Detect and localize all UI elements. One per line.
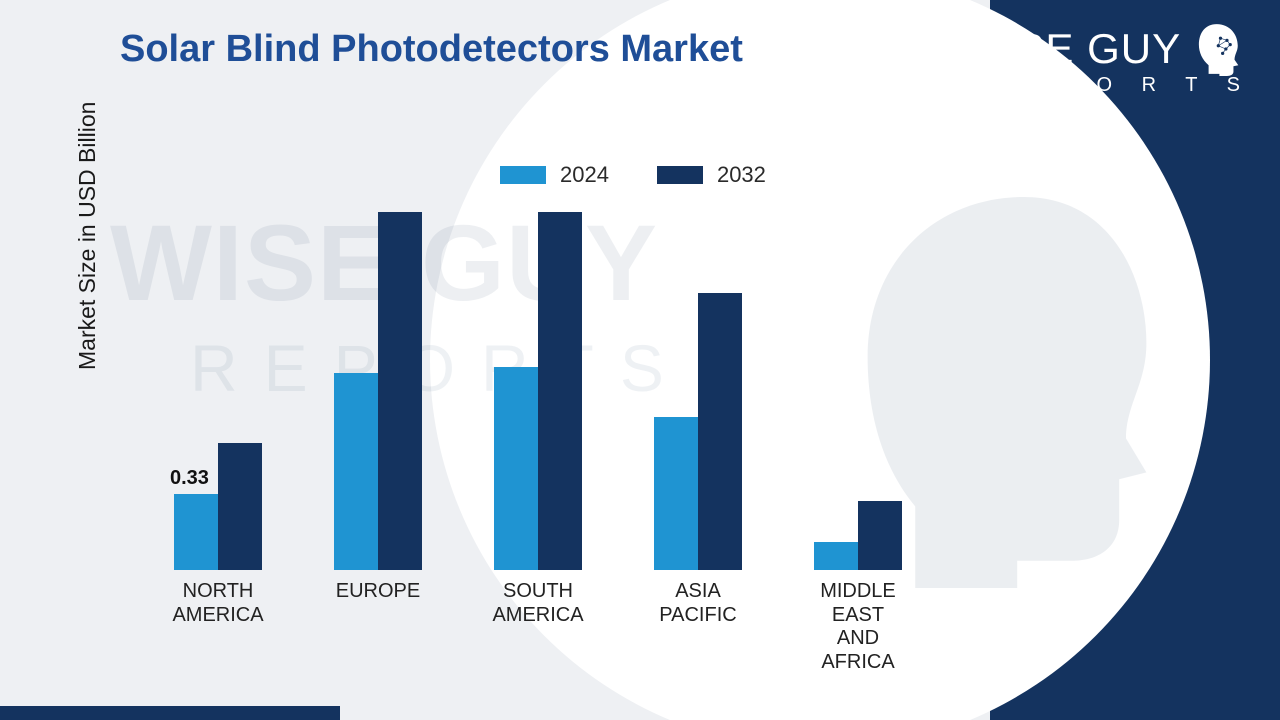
bar-2024 xyxy=(654,417,698,570)
bar-2024 xyxy=(814,542,858,570)
bar-2032 xyxy=(218,443,262,570)
bar-2032 xyxy=(538,212,582,570)
legend-swatch-2024 xyxy=(500,166,546,184)
category-label: SOUTHAMERICA xyxy=(458,570,618,627)
bar-group: ASIAPACIFIC xyxy=(618,200,778,570)
bar-2032 xyxy=(698,293,742,571)
category-label: NORTHAMERICA xyxy=(138,570,298,627)
category-label: ASIAPACIFIC xyxy=(618,570,778,627)
bar-2024 xyxy=(494,367,538,571)
bar-2024 xyxy=(334,373,378,570)
bar-group: 0.33NORTHAMERICA xyxy=(138,200,298,570)
chart-area: WISE GUY REPORTS Solar Blind Photodetect… xyxy=(30,0,990,720)
plot-region: 0.33NORTHAMERICAEUROPESOUTHAMERICAASIAPA… xyxy=(138,200,938,570)
brand-logo: WISE GUY R E P O R T S xyxy=(963,22,1252,97)
legend-label-2032: 2032 xyxy=(717,162,766,188)
brand-text-1: WISE GUY xyxy=(963,25,1181,73)
brand-line1: WISE GUY xyxy=(963,22,1252,76)
bar-group: MIDDLEEASTANDAFRICA xyxy=(778,200,938,570)
legend: 2024 2032 xyxy=(500,162,766,188)
brand-line2: R E P O R T S xyxy=(963,74,1252,97)
legend-swatch-2032 xyxy=(657,166,703,184)
y-axis-label: Market Size in USD Billion xyxy=(74,102,101,370)
bar-value-label: 0.33 xyxy=(170,467,209,490)
legend-item-2024: 2024 xyxy=(500,162,609,188)
category-label: MIDDLEEASTANDAFRICA xyxy=(778,570,938,674)
legend-label-2024: 2024 xyxy=(560,162,609,188)
bar-2032 xyxy=(858,501,902,570)
category-label: EUROPE xyxy=(298,570,458,604)
chart-title: Solar Blind Photodetectors Market xyxy=(120,28,743,71)
bar-2032 xyxy=(378,212,422,570)
brand-head-icon xyxy=(1187,22,1241,76)
legend-item-2032: 2032 xyxy=(657,162,766,188)
bar-2024 xyxy=(174,494,218,570)
infographic-stage: WISE GUY REPORTS Solar Blind Photodetect… xyxy=(0,0,1280,720)
footer-accent-bar xyxy=(0,706,340,720)
bar-group: EUROPE xyxy=(298,200,458,570)
bar-group: SOUTHAMERICA xyxy=(458,200,618,570)
